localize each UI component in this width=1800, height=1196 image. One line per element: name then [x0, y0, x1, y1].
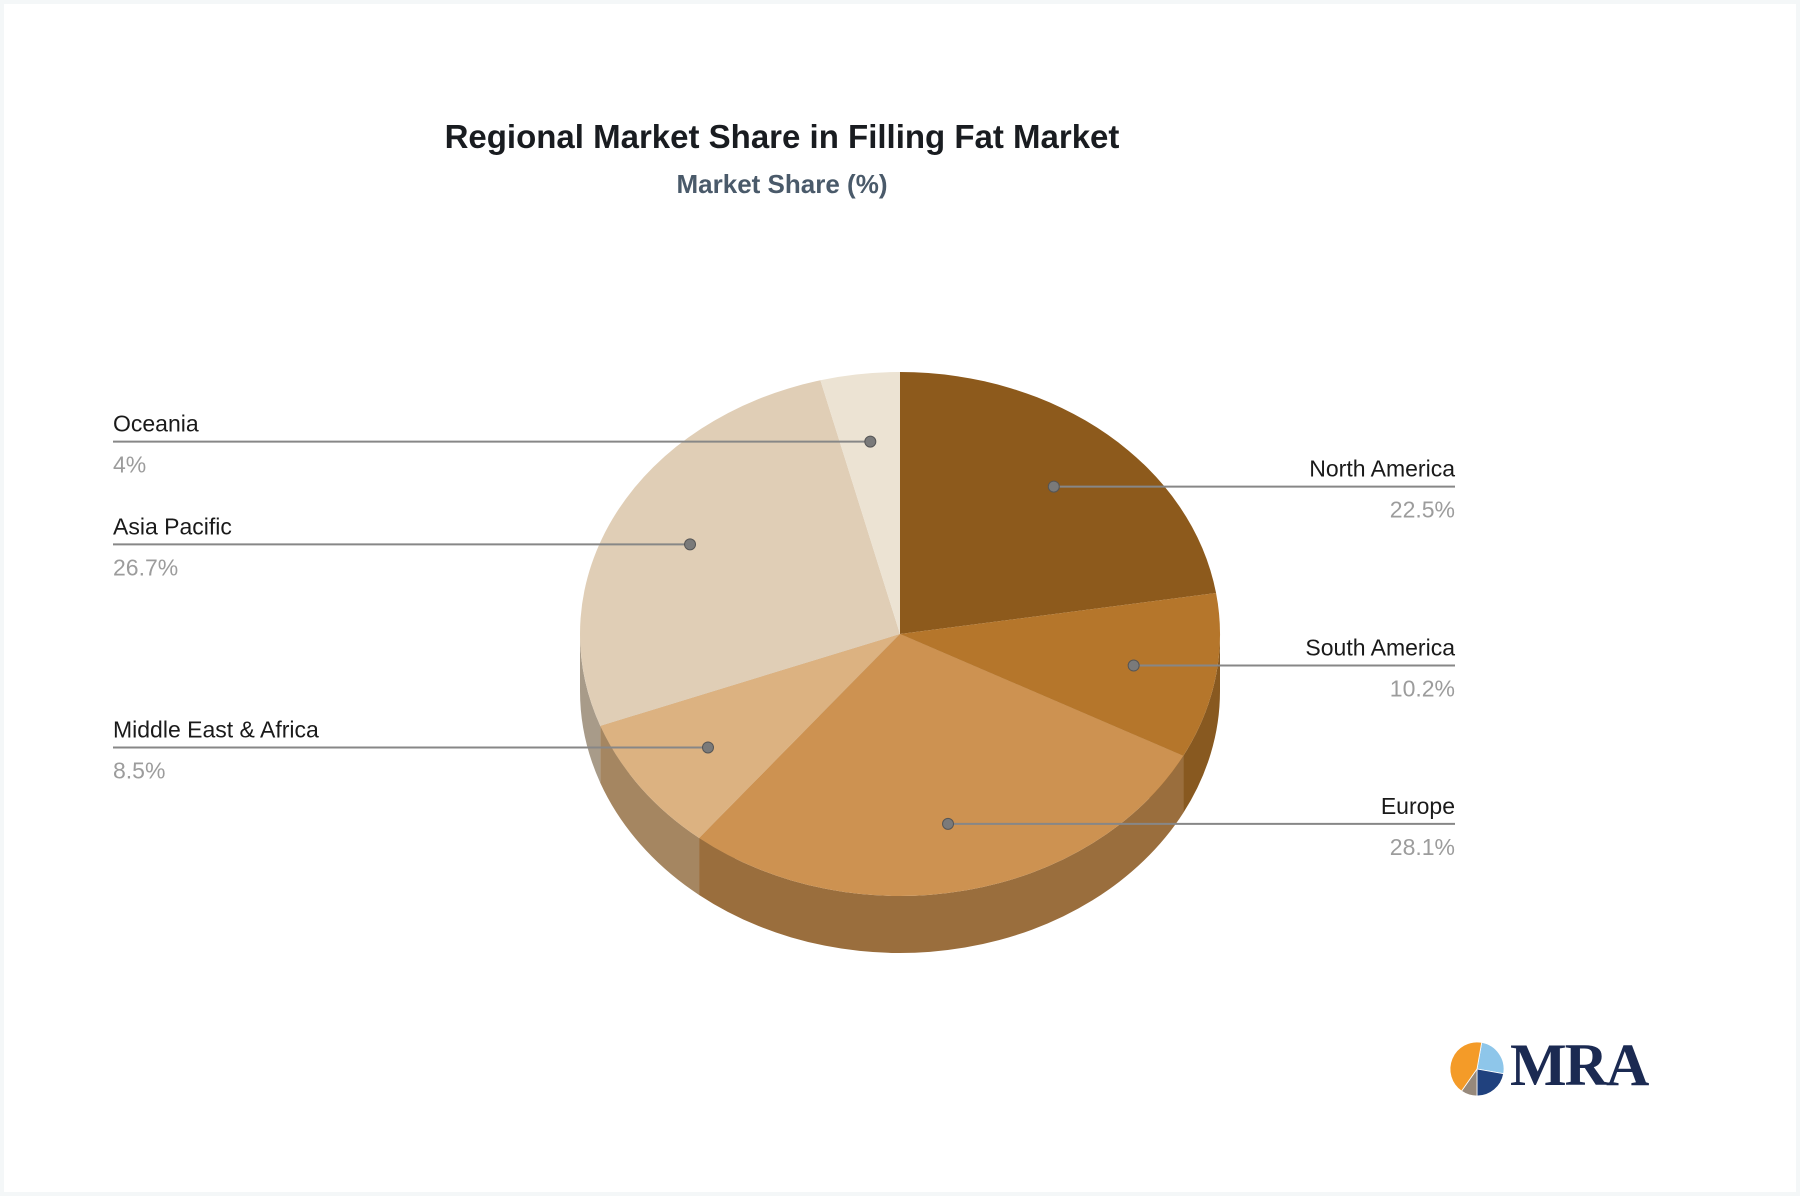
slice-label-north-america: North America — [1309, 456, 1455, 482]
slice-value-europe: 28.1% — [1390, 834, 1455, 860]
pie-rim-europe — [699, 755, 1184, 953]
chart-title: Regional Market Share in Filling Fat Mar… — [444, 118, 1120, 155]
slice-label-middle-east-africa: Middle East & Africa — [113, 716, 319, 742]
logo-icon-slice-orange — [1449, 1041, 1483, 1092]
slice-value-north-america: 22.5% — [1390, 497, 1455, 523]
pie-slice-europe[interactable] — [699, 634, 1184, 896]
logo-icon-slice-light-blue — [1476, 1041, 1505, 1075]
pie-rim-south-america — [1183, 634, 1220, 813]
leader-dot-south-america — [1127, 659, 1140, 672]
slice-label-south-america: South America — [1305, 635, 1455, 661]
leader-dot-north-america — [1047, 480, 1060, 493]
pie-slice-south-america[interactable] — [900, 593, 1221, 756]
pie-slice-middle-east-africa[interactable] — [600, 634, 900, 838]
leader-dot-asia-pacific — [684, 538, 697, 551]
pie-slice-asia-pacific[interactable] — [580, 380, 900, 726]
pie-slice-north-america[interactable] — [900, 372, 1217, 634]
logo-pie-icon — [1449, 1041, 1505, 1097]
pie-slice-oceania[interactable] — [820, 372, 900, 634]
logo-icon-slice-dark-blue — [1476, 1068, 1505, 1097]
slice-label-europe: Europe — [1381, 793, 1455, 819]
pie-rim-middle-east-africa — [600, 725, 700, 895]
slice-label-asia-pacific: Asia Pacific — [113, 513, 232, 539]
leader-dot-europe — [942, 817, 955, 830]
pie-rim-asia-pacific — [580, 634, 601, 783]
slice-label-oceania: Oceania — [113, 411, 199, 437]
logo: MRA — [1447, 1032, 1649, 1102]
chart-subtitle: Market Share (%) — [676, 169, 888, 199]
slice-value-middle-east-africa: 8.5% — [113, 757, 165, 783]
slice-value-asia-pacific: 26.7% — [113, 554, 178, 580]
leader-dot-oceania — [864, 435, 877, 448]
slice-value-oceania: 4% — [113, 452, 146, 478]
slice-value-south-america: 10.2% — [1390, 676, 1455, 702]
leader-dot-middle-east-africa — [701, 741, 714, 754]
logo-text: MRA — [1510, 1032, 1649, 1098]
